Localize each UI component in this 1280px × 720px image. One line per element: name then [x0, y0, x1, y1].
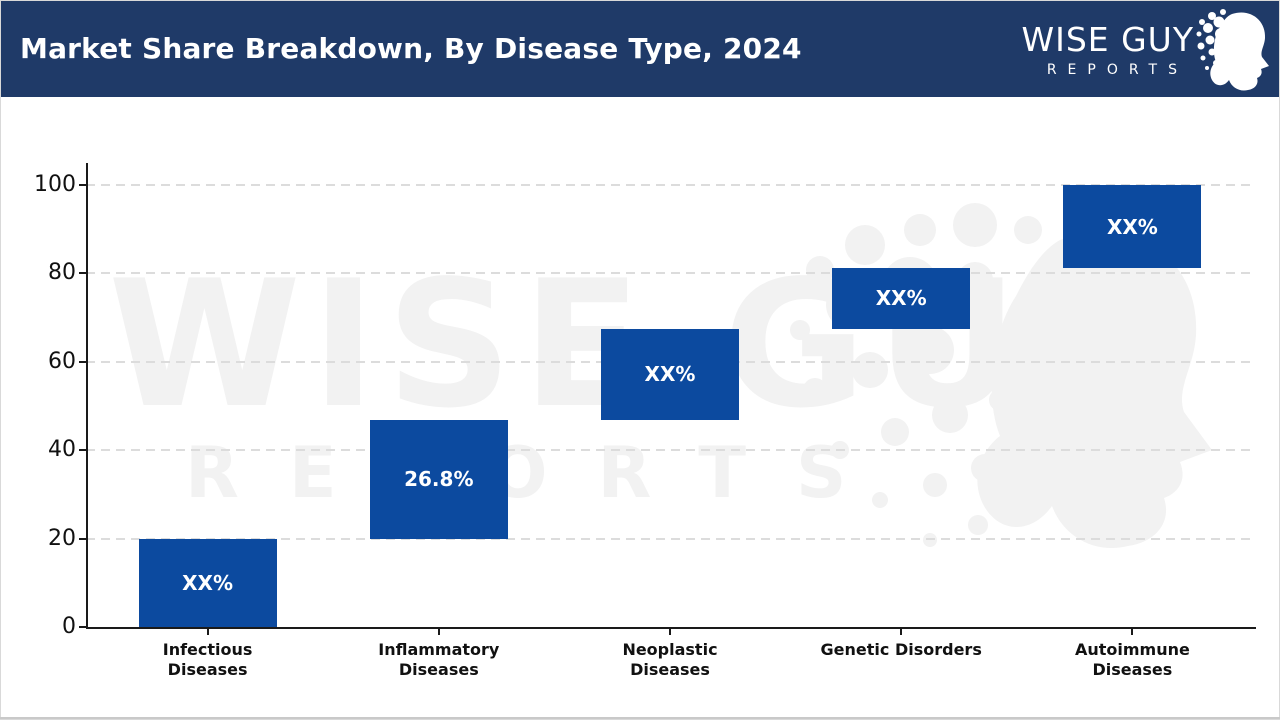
gridline-80: [86, 272, 1256, 275]
bar-value-label: XX%: [875, 286, 927, 311]
bar-autoimmune-diseases: XX%: [1063, 185, 1202, 269]
x-category-label: Infectious Diseases: [162, 640, 253, 679]
bar-value-label: 26.8%: [404, 467, 474, 492]
bar-neoplastic-diseases: XX%: [601, 328, 739, 421]
y-tick-20: [79, 537, 86, 540]
bar-chart-plot-area: 0 20 40 60 80 100 XX% Infectious Diseases 26.8% I…: [0, 97, 1280, 720]
x-tick-1: [437, 629, 440, 635]
gridline-40: [86, 449, 1256, 452]
x-category-label: Neoplastic Diseases: [622, 640, 718, 679]
bar-infectious-diseases: XX%: [138, 538, 277, 627]
y-axis-line: [86, 162, 88, 629]
y-tick-label-0: 0: [62, 614, 76, 639]
x-tick-0: [206, 629, 209, 635]
gridline-20: [86, 537, 1256, 540]
x-category-label: Genetic Disorders: [820, 640, 982, 659]
bar-value-label: XX%: [1106, 214, 1158, 239]
y-tick-label-40: 40: [48, 437, 76, 463]
bar-inflammatory-diseases: 26.8%: [369, 420, 508, 539]
wise-guy-reports-logo: WISE GUY REPORTS: [1021, 6, 1272, 92]
y-tick-60: [79, 360, 86, 363]
x-axis-line: [86, 627, 1256, 629]
head-profile-dots-icon: [1196, 9, 1269, 91]
y-tick-label-100: 100: [34, 172, 76, 197]
x-tick-3: [900, 629, 903, 635]
bar-genetic-disorders: XX%: [832, 268, 971, 329]
logo-text-reports: REPORTS: [1046, 62, 1188, 78]
gridline-100: [86, 184, 1256, 186]
logo-text-wise-guy: WISE GUY: [1021, 20, 1194, 59]
header-bar: Market Share Breakdown, By Disease Type,…: [0, 0, 1280, 97]
bar-value-label: XX%: [644, 362, 696, 387]
x-category-label: Inflammatory Diseases: [378, 640, 500, 679]
bar-value-label: XX%: [182, 570, 234, 595]
x-tick-2: [669, 629, 671, 635]
y-tick-80: [79, 272, 86, 275]
y-tick-label-80: 80: [48, 260, 76, 286]
y-tick-label-60: 60: [48, 348, 76, 374]
x-tick-4: [1131, 629, 1134, 635]
chart-title: Market Share Breakdown, By Disease Type,…: [20, 32, 802, 65]
y-tick-40: [79, 449, 86, 452]
footer-divider: [0, 717, 1280, 719]
y-tick-label-20: 20: [48, 525, 76, 551]
y-tick-100: [79, 184, 86, 186]
y-tick-0: [79, 626, 86, 628]
x-category-label: Autoimmune Diseases: [1074, 640, 1190, 679]
